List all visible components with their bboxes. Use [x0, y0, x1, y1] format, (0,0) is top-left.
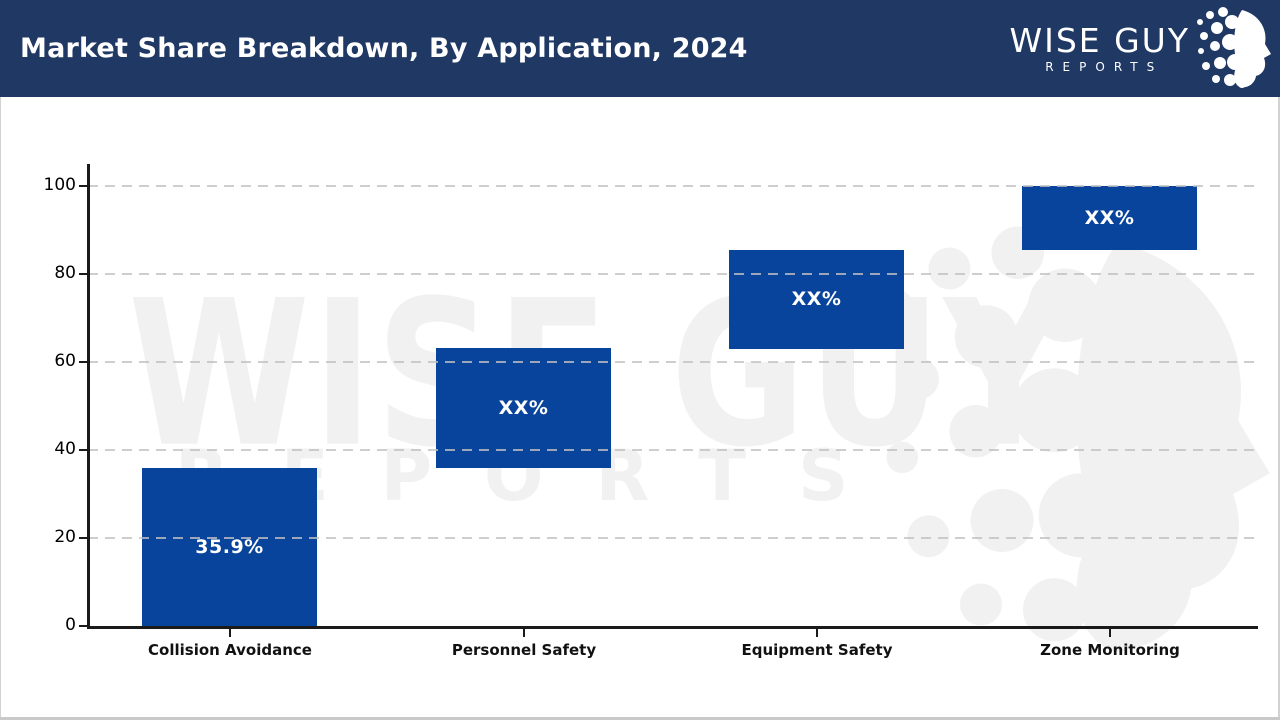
gridline-20	[88, 537, 1258, 539]
category-label-collision-avoidance: Collision Avoidance	[148, 641, 312, 659]
y-tick-40	[79, 449, 87, 451]
brand-logo-line2: REPORTS	[1045, 60, 1164, 75]
y-tick-label-80: 80	[54, 263, 76, 283]
bar-value-label: XX%	[1084, 207, 1135, 229]
y-tick-20	[79, 537, 87, 539]
page-title: Market Share Breakdown, By Application, …	[20, 33, 748, 64]
y-tick-label-100: 100	[43, 175, 76, 195]
gridline-40	[88, 449, 1258, 451]
bar-equipment-safety: XX%	[729, 249, 904, 349]
y-tick-label-0: 0	[65, 615, 76, 635]
header-bar: Market Share Breakdown, By Application, …	[0, 0, 1280, 97]
x-axis-line	[87, 626, 1258, 629]
frame-bottom-border	[0, 717, 1280, 720]
bar-collision-avoidance: 35.9%	[142, 468, 317, 627]
y-axis-line	[87, 164, 90, 629]
y-tick-label-20: 20	[54, 527, 76, 547]
bar-value-label: 35.9%	[195, 536, 264, 559]
face-profile-icon	[1197, 7, 1271, 88]
x-tick-2	[816, 629, 818, 637]
category-label-zone-monitoring: Zone Monitoring	[1040, 641, 1180, 659]
y-tick-label-40: 40	[54, 439, 76, 459]
gridline-80	[88, 273, 1258, 275]
y-tick-label-60: 60	[54, 351, 76, 371]
bar-personnel-safety: XX%	[436, 348, 611, 469]
bar-value-label: XX%	[791, 288, 842, 311]
x-tick-3	[1109, 629, 1111, 637]
bar-value-label: XX%	[498, 397, 549, 420]
brand-logo-text: WISE GUY REPORTS	[1009, 20, 1190, 75]
y-tick-0	[79, 625, 87, 627]
y-tick-80	[79, 273, 87, 275]
x-tick-0	[229, 629, 231, 637]
category-label-personnel-safety: Personnel Safety	[451, 641, 597, 659]
brand-logo-line1: WISE GUY	[1009, 20, 1190, 60]
frame-right-border	[1278, 97, 1280, 720]
frame-left-border	[0, 97, 1, 720]
y-tick-60	[79, 361, 87, 363]
bar-zone-monitoring: XX%	[1022, 186, 1197, 250]
gridline-100	[88, 185, 1258, 187]
gridline-60	[88, 361, 1258, 363]
category-label-equipment-safety: Equipment Safety	[741, 641, 893, 659]
x-tick-1	[523, 629, 525, 637]
brand-logo: WISE GUY REPORTS	[1009, 6, 1272, 92]
y-tick-100	[79, 185, 87, 187]
